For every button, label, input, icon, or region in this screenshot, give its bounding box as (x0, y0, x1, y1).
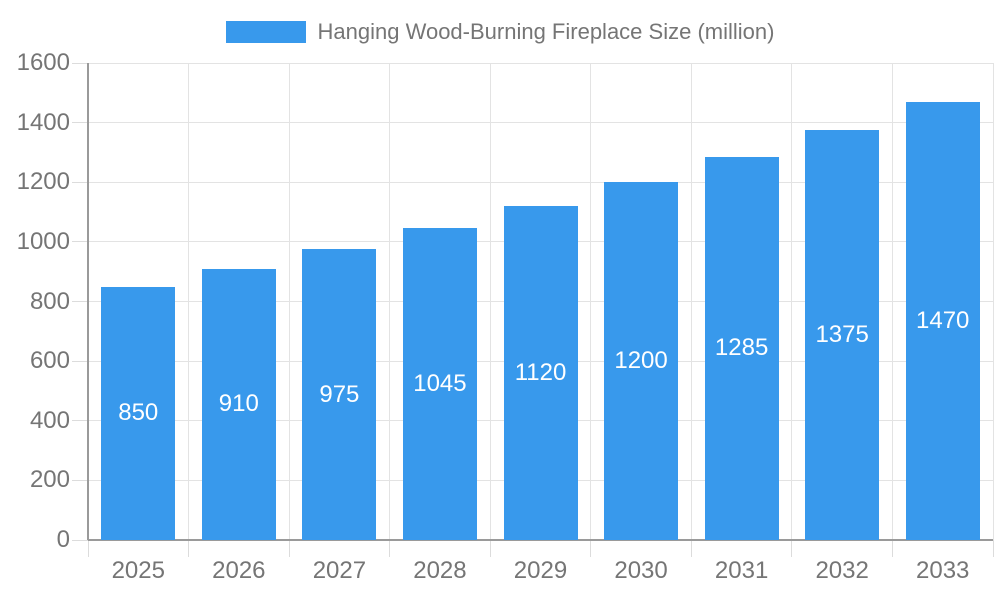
bar-value-label: 975 (319, 380, 360, 408)
x-axis-label: 2025 (111, 557, 165, 584)
y-tick-mark (72, 539, 88, 541)
bar-value-label: 1470 (916, 306, 970, 334)
bar-2032: 1375 (805, 130, 880, 540)
y-gridline (88, 122, 993, 124)
bar-2029: 1120 (503, 206, 578, 540)
x-gridline (590, 63, 592, 540)
y-gridline (88, 62, 993, 64)
bar-value-label: 850 (118, 399, 159, 427)
x-tick-mark (288, 540, 290, 557)
x-gridline (288, 63, 290, 540)
x-gridline (188, 63, 190, 540)
y-axis-label: 1400 (16, 108, 70, 136)
x-gridline (992, 63, 994, 540)
bar-value-label: 1120 (514, 359, 567, 387)
y-tick-mark (72, 420, 88, 422)
x-gridline (489, 63, 491, 540)
x-gridline (891, 63, 893, 540)
bar-2031: 1285 (704, 156, 779, 540)
bar-value-label: 1285 (714, 334, 769, 362)
y-axis-label: 400 (29, 406, 70, 434)
x-tick-mark (188, 540, 190, 557)
x-tick-mark (389, 540, 391, 557)
y-tick-mark (72, 360, 88, 362)
x-axis-label: 2030 (614, 557, 668, 584)
bar-2033: 1470 (905, 101, 980, 540)
y-tick-mark (72, 62, 88, 64)
x-axis-label: 2032 (815, 557, 869, 584)
y-axis-label: 0 (56, 526, 70, 553)
y-gridline (88, 181, 993, 183)
legend-label: Hanging Wood-Burning Fireplace Size (mil… (317, 19, 775, 44)
x-axis-line (88, 539, 993, 541)
x-axis-label: 2028 (413, 557, 467, 584)
x-axis-label: 2029 (513, 557, 568, 584)
x-tick-mark (489, 540, 491, 557)
bar-2027: 975 (302, 249, 377, 540)
x-tick-mark (891, 540, 893, 557)
y-axis-label: 1000 (16, 227, 70, 255)
x-axis-label: 2031 (714, 557, 769, 584)
bar-2028: 1045 (402, 228, 477, 540)
legend[interactable]: Hanging Wood-Burning Fireplace Size (mil… (0, 16, 1000, 48)
y-axis-label: 200 (29, 466, 70, 494)
y-tick-mark (72, 479, 88, 481)
x-tick-mark (690, 540, 692, 557)
y-tick-mark (72, 301, 88, 302)
bar-2030: 1200 (604, 182, 679, 540)
x-tick-mark (87, 540, 89, 557)
bar-value-label: 1200 (614, 347, 668, 375)
y-axis-label: 800 (29, 287, 70, 315)
y-tick-mark (72, 241, 88, 243)
x-axis-label: 2027 (312, 557, 367, 584)
x-tick-mark (791, 540, 793, 557)
y-tick-mark (72, 181, 88, 183)
y-axis-label: 600 (29, 347, 70, 375)
y-axis-label: 1200 (16, 168, 70, 196)
x-tick-mark (590, 540, 592, 557)
legend-swatch (225, 21, 306, 43)
bar-2026: 910 (201, 268, 276, 540)
x-axis-label: 2033 (916, 557, 970, 584)
y-tick-mark (72, 122, 88, 124)
x-gridline (791, 63, 793, 540)
x-gridline (690, 63, 692, 540)
y-axis-line (87, 63, 89, 540)
bar-2025: 850 (101, 286, 176, 540)
x-gridline (389, 63, 391, 540)
x-axis-label: 2026 (212, 557, 266, 584)
y-axis-label: 1600 (16, 49, 70, 76)
x-tick-mark (992, 540, 994, 557)
bar-value-label: 1045 (413, 370, 467, 398)
bar-value-label: 910 (218, 390, 259, 418)
bar-value-label: 1375 (815, 321, 869, 349)
